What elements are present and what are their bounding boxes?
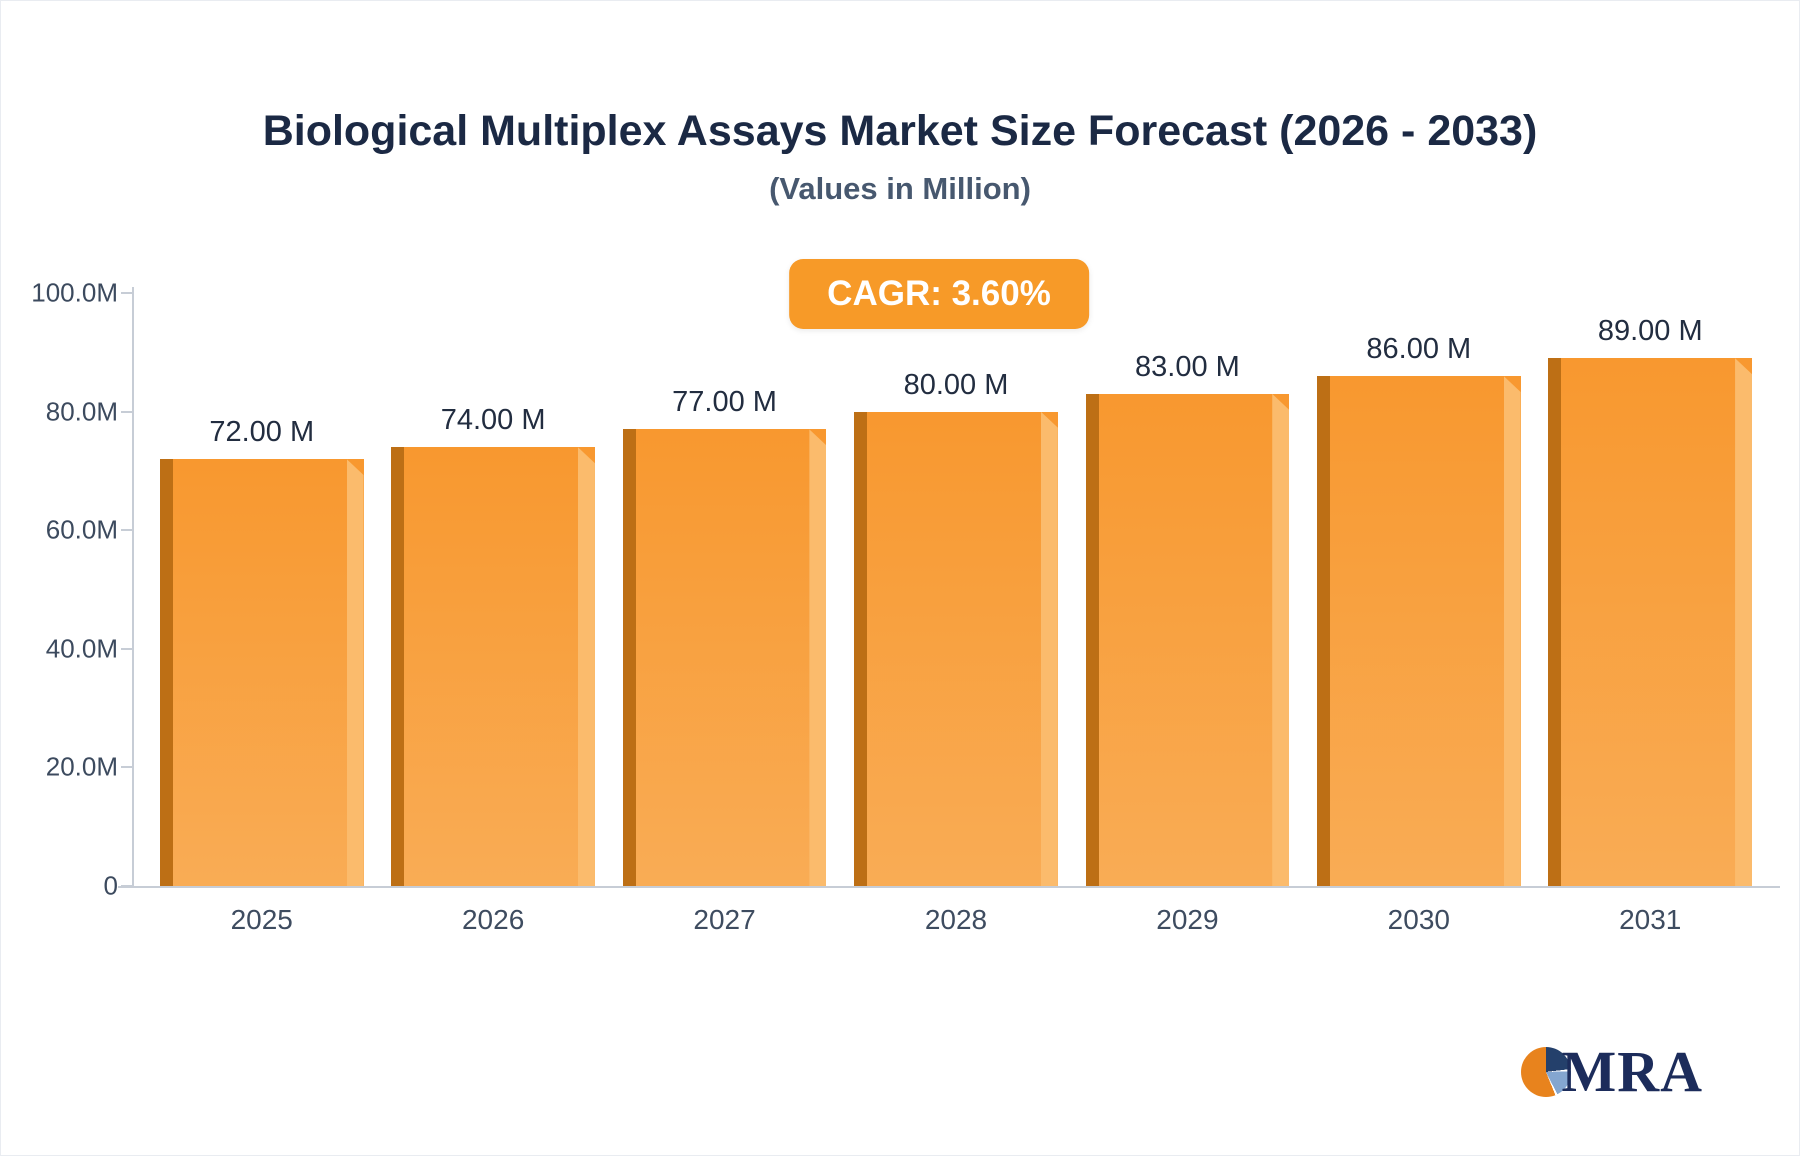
bar-right-face (809, 429, 827, 886)
y-axis-tick-mark (121, 647, 132, 650)
bar-right-face (577, 447, 595, 886)
bar-2029 (1085, 393, 1290, 886)
y-axis-tick-label: 0 (103, 870, 118, 901)
y-axis-labels: 100.0M 80.0M 60.0M 40.0M 20.0M 0 (12, 278, 118, 901)
bar-left-face (622, 429, 636, 886)
bar-group: 72.00 M (146, 293, 377, 886)
bar-value-label: 80.00 M (903, 368, 1009, 401)
y-axis-line (132, 287, 134, 886)
x-axis-label: 2030 (1387, 904, 1450, 935)
x-axis-label: 2029 (1156, 904, 1219, 935)
y-axis-tick-mark (121, 529, 132, 532)
bar-2028 (854, 411, 1058, 886)
bar-2031 (1548, 358, 1753, 886)
bar-value-label: 72.00 M (209, 416, 315, 449)
mra-pie-logo-icon (1521, 1046, 1572, 1097)
bar-value-label: 86.00 M (1366, 333, 1472, 366)
bar-right-face (1040, 411, 1058, 886)
chart-subtitle: (Values in Million) (769, 171, 1031, 206)
mra-logo-text: MRA (1561, 1039, 1703, 1104)
y-axis-tick-mark (121, 885, 132, 887)
bar-group: 89.00 M (1535, 293, 1766, 886)
y-axis-tick-label: 60.0M (45, 514, 118, 545)
y-axis-tick-mark (121, 292, 132, 294)
y-axis-tick-label: 100.0M (31, 277, 118, 308)
cagr-badge: CAGR: 3.60% (789, 259, 1089, 329)
bar-right-face (1735, 358, 1753, 886)
x-axis-label: 2031 (1619, 904, 1682, 935)
y-axis-tick-mark (121, 410, 132, 413)
bar-value-label: 89.00 M (1597, 315, 1703, 348)
bar-left-face (1317, 376, 1330, 886)
x-axis-label: 2026 (461, 904, 525, 935)
y-axis-tick-label: 80.0M (45, 396, 118, 427)
bar-2030 (1317, 376, 1521, 886)
chart-title: Biological Multiplex Assays Market Size … (262, 107, 1538, 155)
bar-right-face (346, 459, 364, 886)
bar-value-label: 83.00 M (1135, 350, 1240, 383)
bars: 72.00 M 74.00 M 77.00 M 80.00 M 83.00 M 86.00… (146, 293, 1766, 886)
bar-group: 83.00 M (1072, 293, 1303, 886)
bar-left-face (1548, 358, 1562, 886)
bar-left-face (854, 411, 868, 886)
bar-right-face (1272, 393, 1290, 886)
bar-left-face (1085, 393, 1099, 886)
bar-2027 (622, 429, 827, 886)
bar-2025 (159, 459, 364, 886)
bar-group: 80.00 M (840, 293, 1071, 886)
x-axis-label: 2027 (693, 904, 756, 935)
x-axis-label: 2028 (924, 904, 988, 935)
bar-value-label: 74.00 M (440, 404, 546, 437)
bar-left-face (159, 459, 173, 886)
bar-right-face (1503, 376, 1521, 886)
x-axis-labels: 2025 2026 2027 2028 2029 2030 2031 (146, 904, 1766, 936)
bar-group: 86.00 M (1303, 293, 1534, 886)
bar-left-face (391, 447, 405, 886)
bar-value-label: 77.00 M (672, 386, 777, 419)
y-axis-tick-mark (121, 766, 132, 769)
bar-2026 (391, 447, 595, 886)
bar-group: 77.00 M (609, 293, 840, 886)
y-axis-tick-label: 40.0M (45, 633, 118, 664)
bar-group: 74.00 M (377, 293, 608, 886)
mra-logo: MRA (1521, 1038, 1703, 1105)
y-axis-tick-label: 20.0M (45, 751, 118, 782)
x-axis-label: 2025 (230, 904, 293, 935)
plot-area: 100.0M 80.0M 60.0M 40.0M 20.0M 0 72.00 M 74.00… (31, 278, 1780, 935)
x-axis-baseline (118, 886, 1780, 888)
